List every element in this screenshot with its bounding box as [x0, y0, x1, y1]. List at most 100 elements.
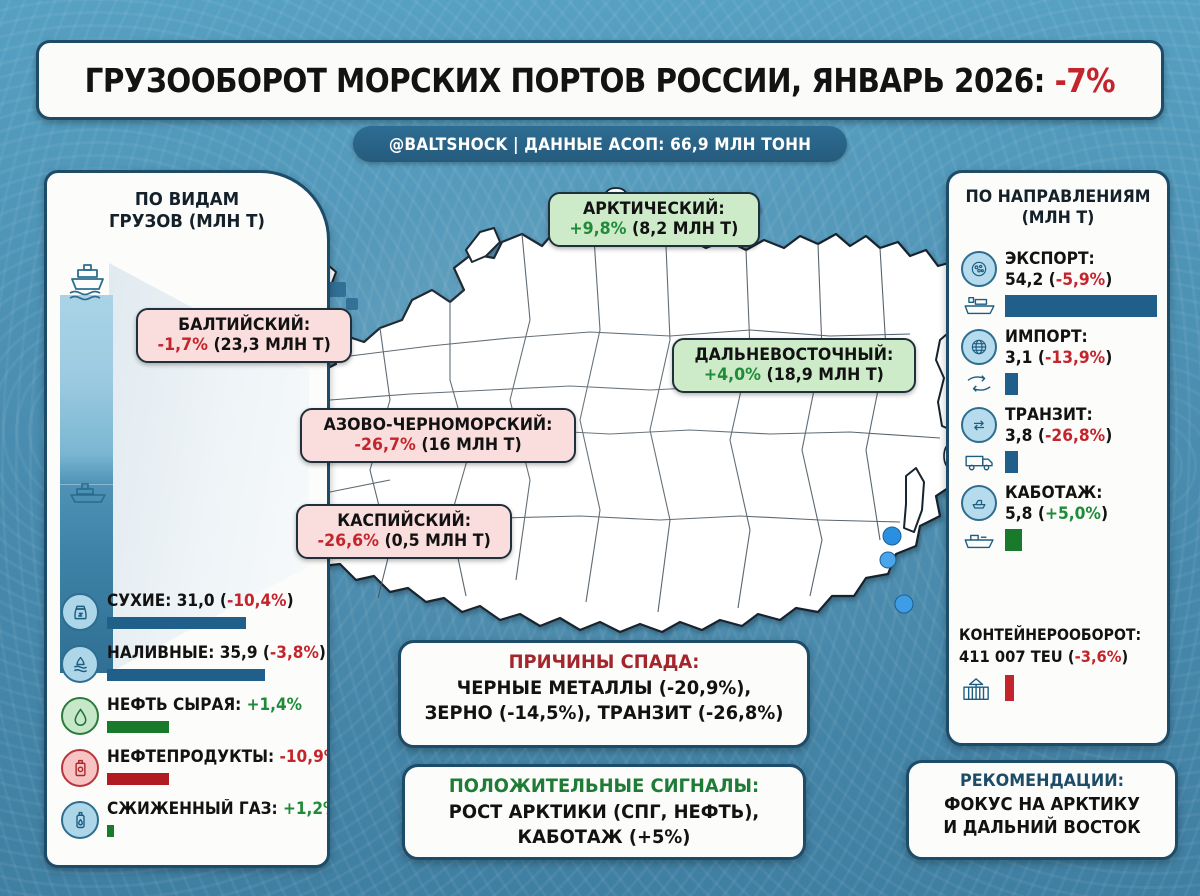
recommendations-title: РЕКОМЕНДАЦИИ: [959, 771, 1125, 791]
title-change-value: -7% [1054, 60, 1116, 100]
container-turnover-value: 411 007 TEU (-3,6%) [959, 647, 1147, 666]
direction-bar-cabotage [1005, 529, 1022, 551]
direction-value-text: 3,1 ( [1005, 348, 1045, 367]
transit-arrows-icon [961, 407, 997, 443]
cargo-bar-liquid [107, 669, 265, 681]
cargo-label-text: СЖИЖЕННЫЙ ГАЗ: [107, 799, 283, 818]
callout-baltic-amount: (23,3 МЛН Т) [207, 335, 331, 355]
large-ship-icon [67, 263, 109, 303]
callout-far-east-change: +4,0% [703, 365, 762, 385]
recommendations-body: ФОКУС НА АРКТИКУ И ДАЛЬНИЙ ВОСТОК [917, 794, 1167, 840]
truck-icon [961, 449, 999, 475]
direction-name-transit: ТРАНЗИТ: [1005, 405, 1093, 424]
directions-panel: ПО НАПРАВЛЕНИЯМ (МЛН Т) [946, 170, 1170, 746]
direction-tail: ) [1100, 504, 1109, 523]
direction-name-import: ИМПОРТ: [1005, 327, 1088, 346]
direction-value-export: 54,2 (-5,9%) [1005, 270, 1112, 289]
callout-arctic-name: АРКТИЧЕСКИЙ: [583, 199, 725, 219]
direction-value-text: 3,8 ( [1005, 426, 1045, 445]
positive-signals-card: ПОЛОЖИТЕЛЬНЫЕ СИГНАЛЫ: РОСТ АРКТИКИ (СПГ… [402, 764, 806, 860]
cargo-row-lng: СЖИЖЕННЫЙ ГАЗ: +1,2% [57, 799, 327, 851]
directions-heading-line1: ПО НАПРАВЛЕНИЯМ [965, 187, 1151, 207]
globe-icon [961, 329, 997, 365]
direction-tail: ) [1105, 426, 1113, 445]
barge-icon [961, 485, 997, 521]
cargo-ship-icon [961, 293, 999, 319]
direction-change-transit: -26,8% [1044, 426, 1106, 445]
directions-heading-line2: (МЛН Т) [1021, 208, 1095, 228]
positive-body: РОСТ АРКТИКИ (СПГ, НЕФТЬ), КАБОТАЖ (+5%) [417, 800, 791, 850]
callout-arctic-change: +9,8% [569, 219, 627, 239]
callout-caspian-change: -26,6% [317, 531, 379, 551]
positive-line2: КАБОТАЖ (+5%) [517, 826, 691, 848]
recommendations-line1: ФОКУС НА АРКТИКУ [944, 795, 1140, 815]
cargo-label-text: СУХИЕ: 31,0 ( [107, 591, 227, 610]
tanker-icon [61, 645, 99, 683]
callout-caspian-name: КАСПИЙСКИЙ: [337, 511, 472, 531]
directions-list: ЭКСПОРТ: 54,2 (-5,9%) [949, 249, 1173, 561]
direction-row-transit: ТРАНЗИТ: 3,8 (-26,8%) [959, 405, 1163, 483]
direction-tail: ) [1105, 270, 1113, 289]
direction-value-transit: 3,8 (-26,8%) [1005, 426, 1112, 445]
container-turnover-bar [1005, 675, 1014, 701]
cargo-row-crude-oil: НЕФТЬ СЫРАЯ: +1,4% [57, 695, 323, 747]
direction-value-cabotage: 5,8 (+5,0%) [1005, 504, 1108, 523]
callout-caspian-value: -26,6% (0,5 МЛН Т) [318, 531, 491, 551]
callout-azov-value: -26,7% (16 МЛН Т) [324, 435, 553, 455]
cargo-label-text: НЕФТЬ СЫРАЯ: [107, 695, 247, 714]
exchange-arrows-icon [961, 371, 999, 397]
direction-value-import: 3,1 (-13,9%) [1005, 348, 1112, 367]
recommendations-card: РЕКОМЕНДАЦИИ: ФОКУС НА АРКТИКУ И ДАЛЬНИЙ… [906, 760, 1178, 860]
direction-name-export: ЭКСПОРТ: [1005, 249, 1095, 268]
direction-change-export: -5,9% [1055, 270, 1106, 289]
causes-line2: ЗЕРНО (-14,5%), ТРАНЗИТ (-26,8%) [424, 702, 784, 724]
cargo-row-oil-products: НЕФТЕПРОДУКТЫ: -10,9% [57, 747, 327, 799]
direction-bar-transit [1005, 451, 1018, 473]
title-main-text: ГРУЗООБОРОТ МОРСКИХ ПОРТОВ РОССИИ, ЯНВАР… [84, 60, 1046, 100]
direction-row-import: ИМПОРТ: 3,1 (-13,9%) [959, 327, 1163, 405]
callout-baltic-value: -1,7% (23,3 МЛН Т) [158, 335, 331, 355]
cargo-label-text: НАЛИВНЫЕ: 35,9 ( [107, 643, 270, 662]
direction-bar-export [1005, 295, 1157, 317]
cargo-label-lng: СЖИЖЕННЫЙ ГАЗ: +1,2% [107, 799, 327, 818]
cargo-bar-oil-products [107, 773, 169, 785]
causes-body: ЧЕРНЫЕ МЕТАЛЛЫ (-20,9%), ЗЕРНО (-14,5%),… [413, 676, 795, 726]
direction-value-text: 54,2 ( [1005, 270, 1056, 289]
callout-azov-name: АЗОВО-ЧЕРНОМОРСКИЙ: [323, 415, 553, 435]
container-crane-icon [959, 677, 997, 705]
cargo-change-lng: +1,2% [282, 799, 327, 818]
small-boat-icon [69, 481, 109, 507]
cargo-label-liquid: НАЛИВНЫЕ: 35,9 (-3,8%) [107, 643, 326, 662]
directions-heading: ПО НАПРАВЛЕНИЯМ (МЛН Т) [957, 187, 1160, 229]
cargo-change-dry: -10,4% [226, 591, 287, 610]
callout-far-east-amount: (18,9 МЛН Т) [761, 365, 884, 385]
callout-arctic-value: +9,8% (8,2 МЛН Т) [569, 219, 738, 239]
callout-baltic[interactable]: БАЛТИЙСКИЙ: -1,7% (23,3 МЛН Т) [136, 308, 353, 363]
positive-title: ПОЛОЖИТЕЛЬНЫЕ СИГНАЛЫ: [448, 775, 760, 797]
callout-far-east[interactable]: ДАЛЬНЕВОСТОЧНЫЙ: +4,0% (18,9 МЛН Т) [672, 338, 916, 393]
positive-line1: РОСТ АРКТИКИ (СПГ, НЕФТЬ), [448, 801, 760, 823]
header-title-card: ГРУЗООБОРОТ МОРСКИХ ПОРТОВ РОССИИ, ЯНВАР… [36, 40, 1164, 120]
page-title: ГРУЗООБОРОТ МОРСКИХ ПОРТОВ РОССИИ, ЯНВАР… [84, 60, 1116, 100]
callout-baltic-change: -1,7% [157, 335, 208, 355]
cargo-change-oil-products: -10,9% [279, 747, 327, 766]
source-badge: @BALTSHOCK | ДАННЫЕ АСОП: 66,9 МЛН ТОНН [352, 126, 848, 162]
direction-change-import: -13,9% [1044, 348, 1106, 367]
callout-arctic[interactable]: АРКТИЧЕСКИЙ: +9,8% (8,2 МЛН Т) [548, 192, 760, 247]
cargo-types-list: СУХИЕ: 31,0 (-10,4%) НАЛИВНЫЕ: 35,9 ( [47, 591, 327, 851]
cargo-bar-crude-oil [107, 721, 169, 733]
callout-baltic-name: БАЛТИЙСКИЙ: [178, 315, 311, 335]
cargo-label-dry: СУХИЕ: 31,0 (-10,4%) [107, 591, 294, 610]
direction-bar-import [1005, 373, 1018, 395]
direction-tail: ) [1105, 348, 1113, 367]
callout-far-east-value: +4,0% (18,9 МЛН Т) [694, 365, 893, 385]
vessel-icon [961, 527, 999, 553]
callout-azov-black-sea[interactable]: АЗОВО-ЧЕРНОМОРСКИЙ: -26,7% (16 МЛН Т) [300, 408, 577, 463]
oil-drop-icon [61, 697, 99, 735]
direction-name-cabotage: КАБОТАЖ: [1005, 483, 1103, 502]
source-badge-text: @BALTSHOCK | ДАННЫЕ АСОП: 66,9 МЛН ТОНН [388, 134, 812, 154]
callout-caspian[interactable]: КАСПИЙСКИЙ: -26,6% (0,5 МЛН Т) [296, 504, 513, 559]
cargo-label-oil-products: НЕФТЕПРОДУКТЫ: -10,9% [107, 747, 327, 766]
cargo-label-crude-oil: НЕФТЬ СЫРАЯ: +1,4% [107, 695, 302, 714]
